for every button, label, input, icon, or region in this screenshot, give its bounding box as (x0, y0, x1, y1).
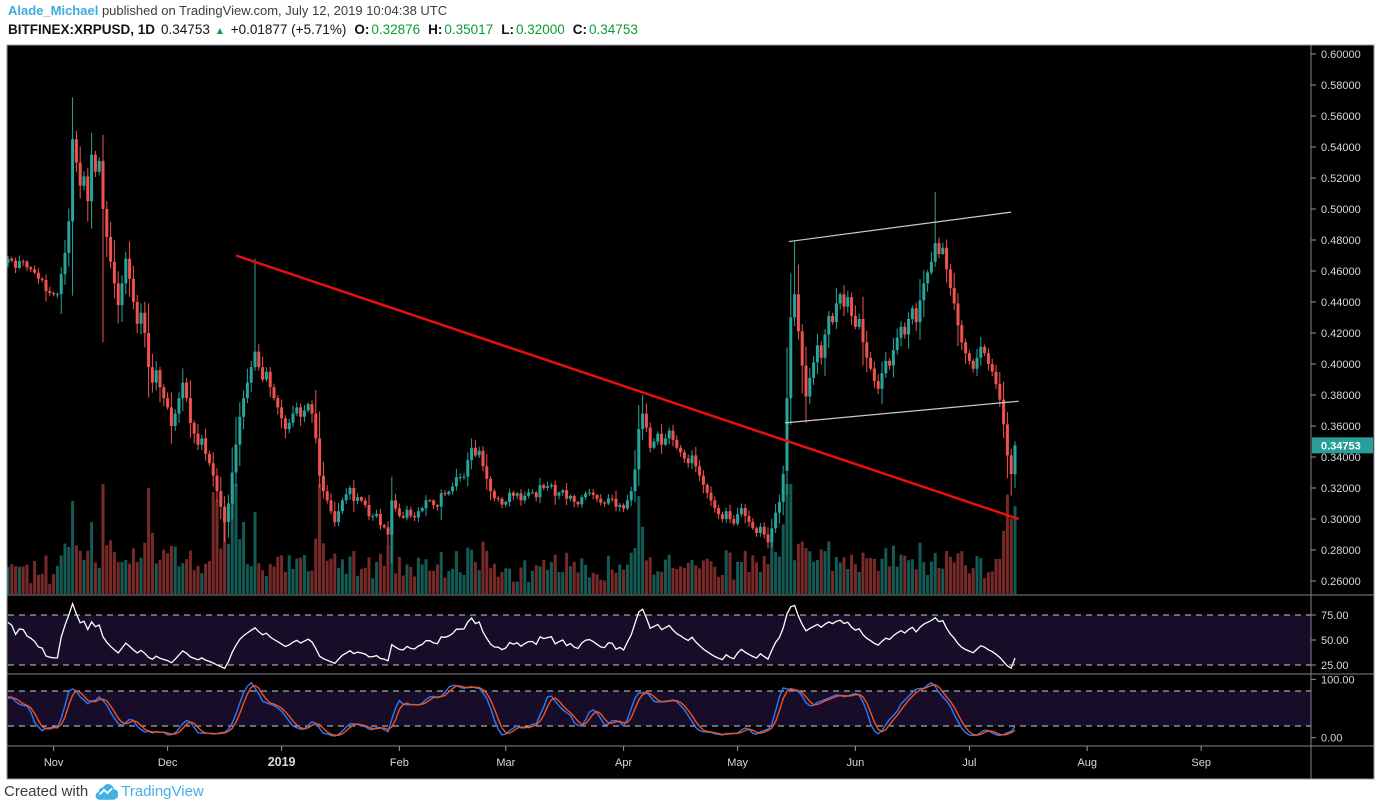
time-axis-label: Feb (390, 757, 409, 769)
symbol-title: BITFINEX:XRPUSD, 1D (8, 22, 156, 37)
header: Alade_Michael published on TradingView.c… (8, 2, 638, 40)
price-tick-label: 0.26000 (1321, 576, 1361, 588)
high-value: 0.35017 (444, 22, 494, 37)
close-label: C: (572, 22, 588, 37)
time-axis-label: Nov (44, 757, 64, 769)
close-value: 0.34753 (589, 22, 638, 37)
price-tick-label: 0.54000 (1321, 142, 1361, 154)
byline-text: published on TradingView.com, July 12, 2… (98, 3, 448, 18)
time-axis-label: Aug (1077, 757, 1097, 769)
price-tick-label: 0.52000 (1321, 173, 1361, 185)
price-tick-label: 0.38000 (1321, 390, 1361, 402)
price-axis[interactable]: 0.26000 0.28000 0.30000 0.32000 0.34000 0.360… (1311, 49, 1361, 745)
footer-attribution: Created with TradingView (4, 783, 204, 800)
author-link[interactable]: Alade_Michael (8, 3, 99, 18)
open-value: 0.32876 (371, 22, 421, 37)
time-axis-label: Jun (847, 757, 865, 769)
descending-resistance-trendline[interactable] (235, 254, 1020, 521)
low-label: L: (501, 22, 514, 37)
rsi-tick-label: 50.00 (1321, 635, 1349, 647)
price-tick-label: 0.34000 (1321, 452, 1361, 464)
chart-background (7, 45, 1374, 779)
time-axis-label: Apr (615, 757, 632, 769)
rsi-band-fill (8, 615, 1311, 665)
price-tick-label: 0.46000 (1321, 266, 1361, 278)
rsi-tick-label: 75.00 (1321, 610, 1349, 622)
tradingview-logo-icon[interactable] (94, 783, 119, 800)
stoch-tick-label: 0.00 (1321, 733, 1342, 745)
created-with-text: Created with (4, 783, 89, 800)
time-axis-label: Jul (962, 757, 976, 769)
high-label: H: (428, 22, 443, 37)
symbol-info-line: BITFINEX:XRPUSD, 1D 0.34753 ▲ +0.01877 (+5.… (8, 21, 638, 40)
price-tick-label: 0.48000 (1321, 235, 1361, 247)
channel-upper-line[interactable] (788, 211, 1012, 243)
open-label: O: (354, 22, 370, 37)
time-axis-label: Dec (158, 757, 178, 769)
channel-lower-line[interactable] (785, 400, 1019, 424)
price-tick-label: 0.32000 (1321, 483, 1361, 495)
stoch-d-line (7, 683, 1016, 737)
price-tick-label: 0.56000 (1321, 111, 1361, 123)
stoch-tick-label: 100.00 (1321, 674, 1355, 686)
price-tick-label: 0.28000 (1321, 545, 1361, 557)
price-tick-label: 0.40000 (1321, 359, 1361, 371)
tradingview-brand-link[interactable]: TradingView (121, 783, 204, 800)
time-axis[interactable]: Nov Dec 2019 Feb Mar Apr May Jun Jul Aug Sep (44, 746, 1211, 769)
rsi-line (7, 601, 1016, 670)
price-tick-label: 0.36000 (1321, 421, 1361, 433)
chart-border (6, 44, 1375, 780)
low-value: 0.32000 (515, 22, 565, 37)
last-price-label: 0.34753 (1312, 437, 1373, 454)
price-tick-label: 0.30000 (1321, 514, 1361, 526)
rsi-tick-label: 25.00 (1321, 660, 1349, 672)
price-tick-label: 0.58000 (1321, 80, 1361, 92)
time-axis-label: Sep (1191, 757, 1211, 769)
time-axis-label: 2019 (268, 755, 296, 769)
change-value: +0.01877 (+5.71%) (230, 22, 347, 37)
price-tick-label: 0.42000 (1321, 328, 1361, 340)
last-price-value: 0.34753 (161, 22, 210, 37)
price-tick-label: 0.50000 (1321, 204, 1361, 216)
change-up-arrow-icon: ▲ (214, 26, 225, 37)
time-axis-label: Mar (496, 757, 515, 769)
cloud-icon (95, 784, 119, 800)
price-tick-label: 0.44000 (1321, 297, 1361, 309)
price-tick-label: 0.60000 (1321, 49, 1361, 61)
time-axis-label: May (727, 757, 748, 769)
publication-byline: Alade_Michael published on TradingView.c… (8, 2, 638, 19)
volume-down-bars (10, 484, 1013, 594)
stoch-band-fill (8, 691, 1311, 726)
svg-text:0.34753: 0.34753 (1321, 440, 1361, 452)
